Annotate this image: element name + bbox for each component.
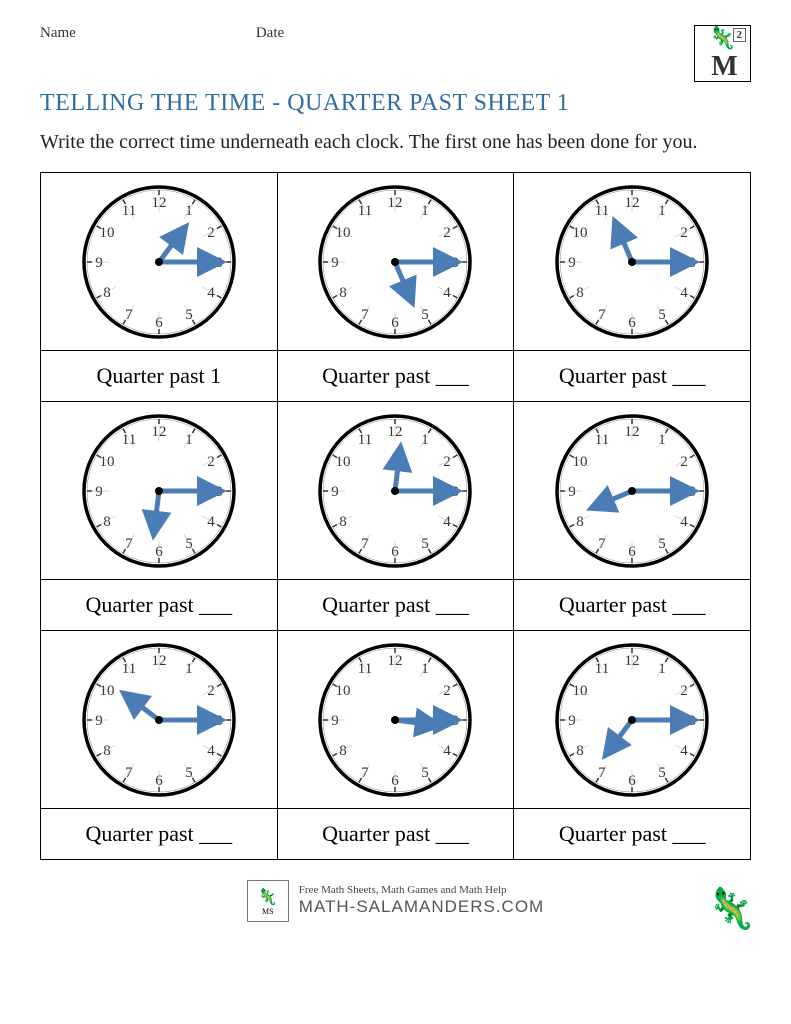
svg-text:7: 7 <box>362 764 370 780</box>
svg-text:7: 7 <box>125 535 133 551</box>
svg-text:9: 9 <box>332 484 340 500</box>
date-label: Date <box>256 25 284 42</box>
worksheet-header: Name Date 2 🦎 M <box>40 25 751 82</box>
svg-text:4: 4 <box>680 514 688 530</box>
answer-cell: Quarter past ___ <box>514 809 751 860</box>
svg-text:10: 10 <box>336 683 351 699</box>
svg-text:9: 9 <box>95 713 103 729</box>
svg-text:2: 2 <box>444 225 452 241</box>
footer: 🦎 MS Free Math Sheets, Math Games and Ma… <box>40 880 751 922</box>
svg-text:2: 2 <box>207 683 215 699</box>
svg-text:2: 2 <box>680 454 688 470</box>
svg-text:4: 4 <box>680 285 688 301</box>
svg-text:7: 7 <box>598 306 606 322</box>
svg-text:7: 7 <box>598 535 606 551</box>
clock-grid: 123456789101112 123456789101112 12345678… <box>40 172 751 860</box>
svg-text:4: 4 <box>680 743 688 759</box>
svg-text:7: 7 <box>598 764 606 780</box>
svg-text:10: 10 <box>336 454 351 470</box>
svg-text:9: 9 <box>568 713 576 729</box>
svg-text:7: 7 <box>362 535 370 551</box>
svg-text:2: 2 <box>680 225 688 241</box>
svg-text:11: 11 <box>595 203 609 219</box>
svg-text:11: 11 <box>358 661 372 677</box>
answer-cell: Quarter past ___ <box>41 809 278 860</box>
svg-text:9: 9 <box>95 255 103 271</box>
grade-badge: 2 <box>733 28 747 42</box>
svg-text:10: 10 <box>99 454 114 470</box>
svg-text:4: 4 <box>207 743 215 759</box>
svg-text:4: 4 <box>444 285 452 301</box>
svg-text:2: 2 <box>444 454 452 470</box>
svg-text:4: 4 <box>207 285 215 301</box>
svg-text:10: 10 <box>99 225 114 241</box>
svg-text:11: 11 <box>358 432 372 448</box>
svg-text:4: 4 <box>444 743 452 759</box>
svg-text:10: 10 <box>99 683 114 699</box>
clock-cell: 123456789101112 <box>41 402 278 580</box>
svg-text:4: 4 <box>207 514 215 530</box>
svg-text:10: 10 <box>573 454 588 470</box>
svg-text:7: 7 <box>125 764 133 780</box>
svg-text:8: 8 <box>103 743 111 759</box>
footer-site: MATH-SALAMANDERS.COM <box>299 897 544 917</box>
answer-cell: Quarter past 1 <box>41 351 278 402</box>
svg-text:8: 8 <box>340 514 348 530</box>
svg-text:11: 11 <box>122 661 136 677</box>
svg-text:9: 9 <box>568 255 576 271</box>
salamander-icon: 🦎 <box>706 885 756 932</box>
svg-text:2: 2 <box>207 454 215 470</box>
footer-logo-icon: 🦎 MS <box>247 880 289 922</box>
svg-text:9: 9 <box>95 484 103 500</box>
clock-cell: 123456789101112 <box>514 631 751 809</box>
answer-cell: Quarter past ___ <box>277 351 514 402</box>
svg-text:4: 4 <box>444 514 452 530</box>
svg-text:8: 8 <box>340 285 348 301</box>
svg-text:9: 9 <box>332 255 340 271</box>
clock-cell: 123456789101112 <box>514 173 751 351</box>
clock-cell: 123456789101112 <box>41 173 278 351</box>
svg-text:9: 9 <box>568 484 576 500</box>
svg-text:8: 8 <box>103 285 111 301</box>
svg-text:8: 8 <box>103 514 111 530</box>
svg-text:10: 10 <box>573 683 588 699</box>
svg-text:9: 9 <box>332 713 340 729</box>
svg-text:8: 8 <box>576 285 584 301</box>
svg-text:11: 11 <box>595 432 609 448</box>
worksheet-title: TELLING THE TIME - QUARTER PAST SHEET 1 <box>40 90 751 117</box>
answer-cell: Quarter past ___ <box>277 580 514 631</box>
clock-cell: 123456789101112 <box>514 402 751 580</box>
svg-text:7: 7 <box>362 306 370 322</box>
svg-text:10: 10 <box>573 225 588 241</box>
svg-text:11: 11 <box>358 203 372 219</box>
svg-text:11: 11 <box>595 661 609 677</box>
answer-cell: Quarter past ___ <box>514 351 751 402</box>
svg-text:8: 8 <box>340 743 348 759</box>
clock-cell: 123456789101112 <box>277 402 514 580</box>
clock-cell: 123456789101112 <box>277 173 514 351</box>
svg-text:8: 8 <box>576 514 584 530</box>
svg-text:10: 10 <box>336 225 351 241</box>
answer-cell: Quarter past ___ <box>41 580 278 631</box>
svg-text:2: 2 <box>444 683 452 699</box>
name-label: Name <box>40 25 76 42</box>
svg-text:11: 11 <box>122 203 136 219</box>
svg-text:11: 11 <box>122 432 136 448</box>
svg-text:2: 2 <box>680 683 688 699</box>
svg-text:8: 8 <box>576 743 584 759</box>
grade-logo: 2 🦎 M <box>694 25 751 82</box>
answer-cell: Quarter past ___ <box>514 580 751 631</box>
footer-tagline: Free Math Sheets, Math Games and Math He… <box>299 884 544 897</box>
answer-cell: Quarter past ___ <box>277 809 514 860</box>
clock-cell: 123456789101112 <box>277 631 514 809</box>
svg-text:2: 2 <box>207 225 215 241</box>
instructions: Write the correct time underneath each c… <box>40 127 751 157</box>
clock-cell: 123456789101112 <box>41 631 278 809</box>
svg-text:7: 7 <box>125 306 133 322</box>
